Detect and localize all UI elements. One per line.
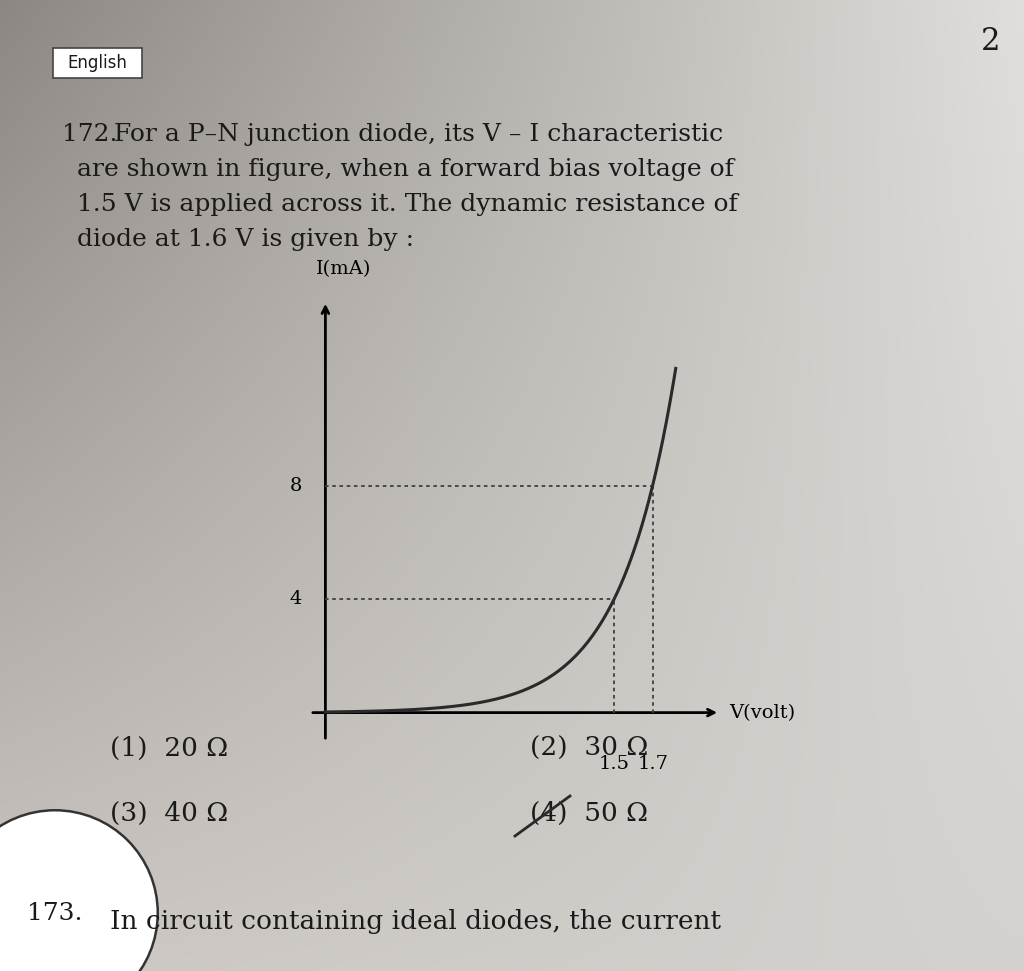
Text: I(mA): I(mA) xyxy=(315,260,371,279)
Text: 173.: 173. xyxy=(28,901,83,924)
Text: 172.: 172. xyxy=(62,123,118,146)
Text: 2: 2 xyxy=(981,26,1000,57)
Text: 1.7: 1.7 xyxy=(637,755,668,773)
Text: 1.5: 1.5 xyxy=(599,755,630,773)
Text: 8: 8 xyxy=(290,477,302,494)
Text: are shown in figure, when a forward bias voltage of: are shown in figure, when a forward bias… xyxy=(77,158,734,181)
Text: (4)  50 Ω: (4) 50 Ω xyxy=(530,801,648,826)
Text: English: English xyxy=(67,54,127,72)
Text: diode at 1.6 V is given by :: diode at 1.6 V is given by : xyxy=(77,228,414,251)
Text: V(volt): V(volt) xyxy=(730,704,796,721)
Text: (3)  40 Ω: (3) 40 Ω xyxy=(110,801,228,826)
Text: In circuit containing ideal diodes, the current: In circuit containing ideal diodes, the … xyxy=(110,909,721,933)
Text: (1)  20 Ω: (1) 20 Ω xyxy=(110,736,228,761)
Text: 1.5 V is applied across it. The dynamic resistance of: 1.5 V is applied across it. The dynamic … xyxy=(77,193,737,216)
Text: (2)  30 Ω: (2) 30 Ω xyxy=(530,736,648,761)
FancyBboxPatch shape xyxy=(53,48,142,78)
Text: For a P–N junction diode, its V – I characteristic: For a P–N junction diode, its V – I char… xyxy=(114,123,723,146)
Text: 4: 4 xyxy=(290,590,302,608)
